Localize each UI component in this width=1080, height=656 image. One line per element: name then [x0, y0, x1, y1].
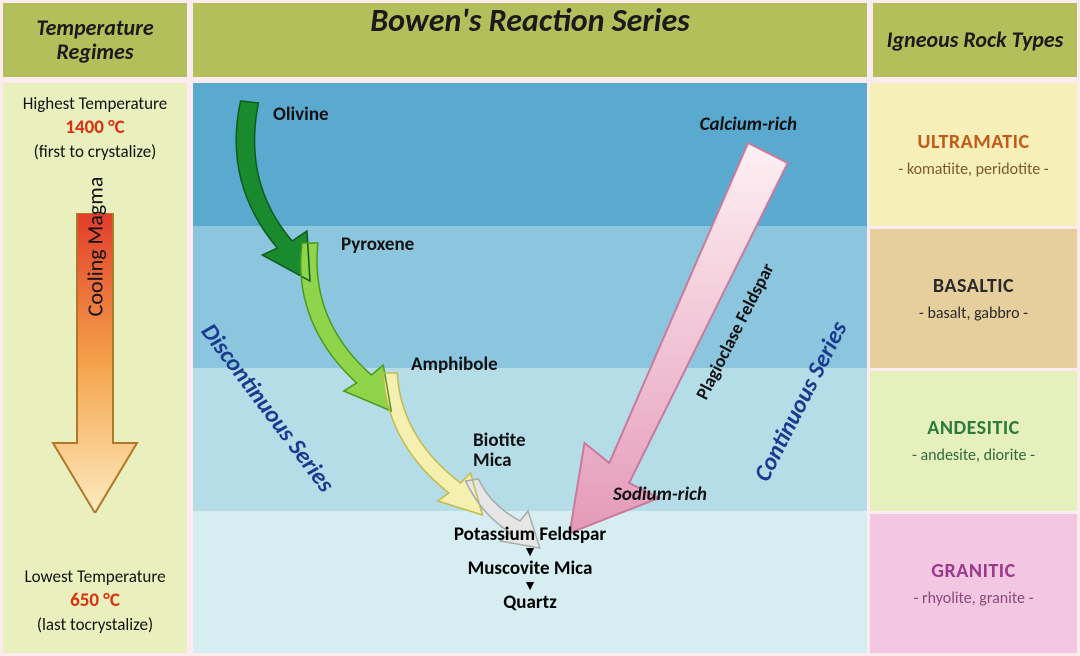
rock-examples: - basalt, gabbro - — [919, 304, 1028, 323]
lowest-temp-label: Lowest Temperature — [3, 566, 187, 587]
cooling-magma-label: Cooling Magma — [82, 177, 109, 317]
label-calcium-rich: Calcium-rich — [700, 113, 797, 136]
header-right: Igneous Rock Types — [870, 0, 1080, 80]
rock-type-ultramatic: ULTRAMATIC - komatiite, peridotite - — [870, 83, 1077, 226]
rock-name: ULTRAMATIC — [917, 130, 1029, 154]
temperature-regimes-panel: Highest Temperature 1400 °C (first to cr… — [0, 80, 190, 656]
mineral-pyroxene: Pyroxene — [341, 233, 414, 256]
bowens-reaction-series-infographic: Temperature Regimes Bowen's Reaction Ser… — [0, 0, 1080, 656]
highest-temp-value: 1400 °C — [9, 116, 181, 139]
highest-temp-label: Highest Temperature — [9, 93, 181, 114]
down-arrow-icon: ▼ — [454, 546, 606, 557]
highest-temp-note: (first to crystalize) — [9, 141, 181, 162]
mineral-quartz: Quartz — [454, 591, 606, 614]
down-arrow-icon: ▼ — [454, 580, 606, 591]
lowest-temp-note: (last tocrystalize) — [3, 614, 187, 635]
mineral-olivine: Olivine — [273, 103, 329, 126]
arrow-olivine — [236, 101, 310, 281]
igneous-rock-types-panel: ULTRAMATIC - komatiite, peridotite - BAS… — [870, 80, 1080, 656]
rock-type-granitic: GRANITIC - rhyolite, granite - — [870, 511, 1077, 654]
rock-type-basaltic: BASALTIC - basalt, gabbro - — [870, 226, 1077, 369]
lowest-temp-value: 650 °C — [3, 589, 187, 612]
header-left: Temperature Regimes — [0, 0, 190, 80]
arrow-amphibole — [383, 373, 482, 515]
header-center: Bowen's Reaction Series — [190, 0, 870, 80]
rock-examples: - andesite, diorite - — [912, 446, 1035, 465]
rock-type-andesitic: ANDESITIC - andesite, diorite - — [870, 368, 1077, 511]
rock-name: BASALTIC — [933, 274, 1014, 298]
final-mineral-series: Potassium Feldspar ▼ Muscovite Mica ▼ Qu… — [454, 523, 606, 614]
rock-name: ANDESITIC — [927, 416, 1020, 440]
rock-examples: - komatiite, peridotite - — [898, 160, 1048, 179]
mineral-biotite: BiotiteMica — [473, 431, 526, 471]
rock-examples: - rhyolite, granite - — [914, 589, 1034, 608]
reaction-series-diagram: Olivine Pyroxene Amphibole BiotiteMica C… — [190, 80, 870, 656]
mineral-amphibole: Amphibole — [411, 353, 498, 376]
label-sodium-rich: Sodium-rich — [613, 483, 707, 506]
rock-name: GRANITIC — [931, 559, 1015, 583]
